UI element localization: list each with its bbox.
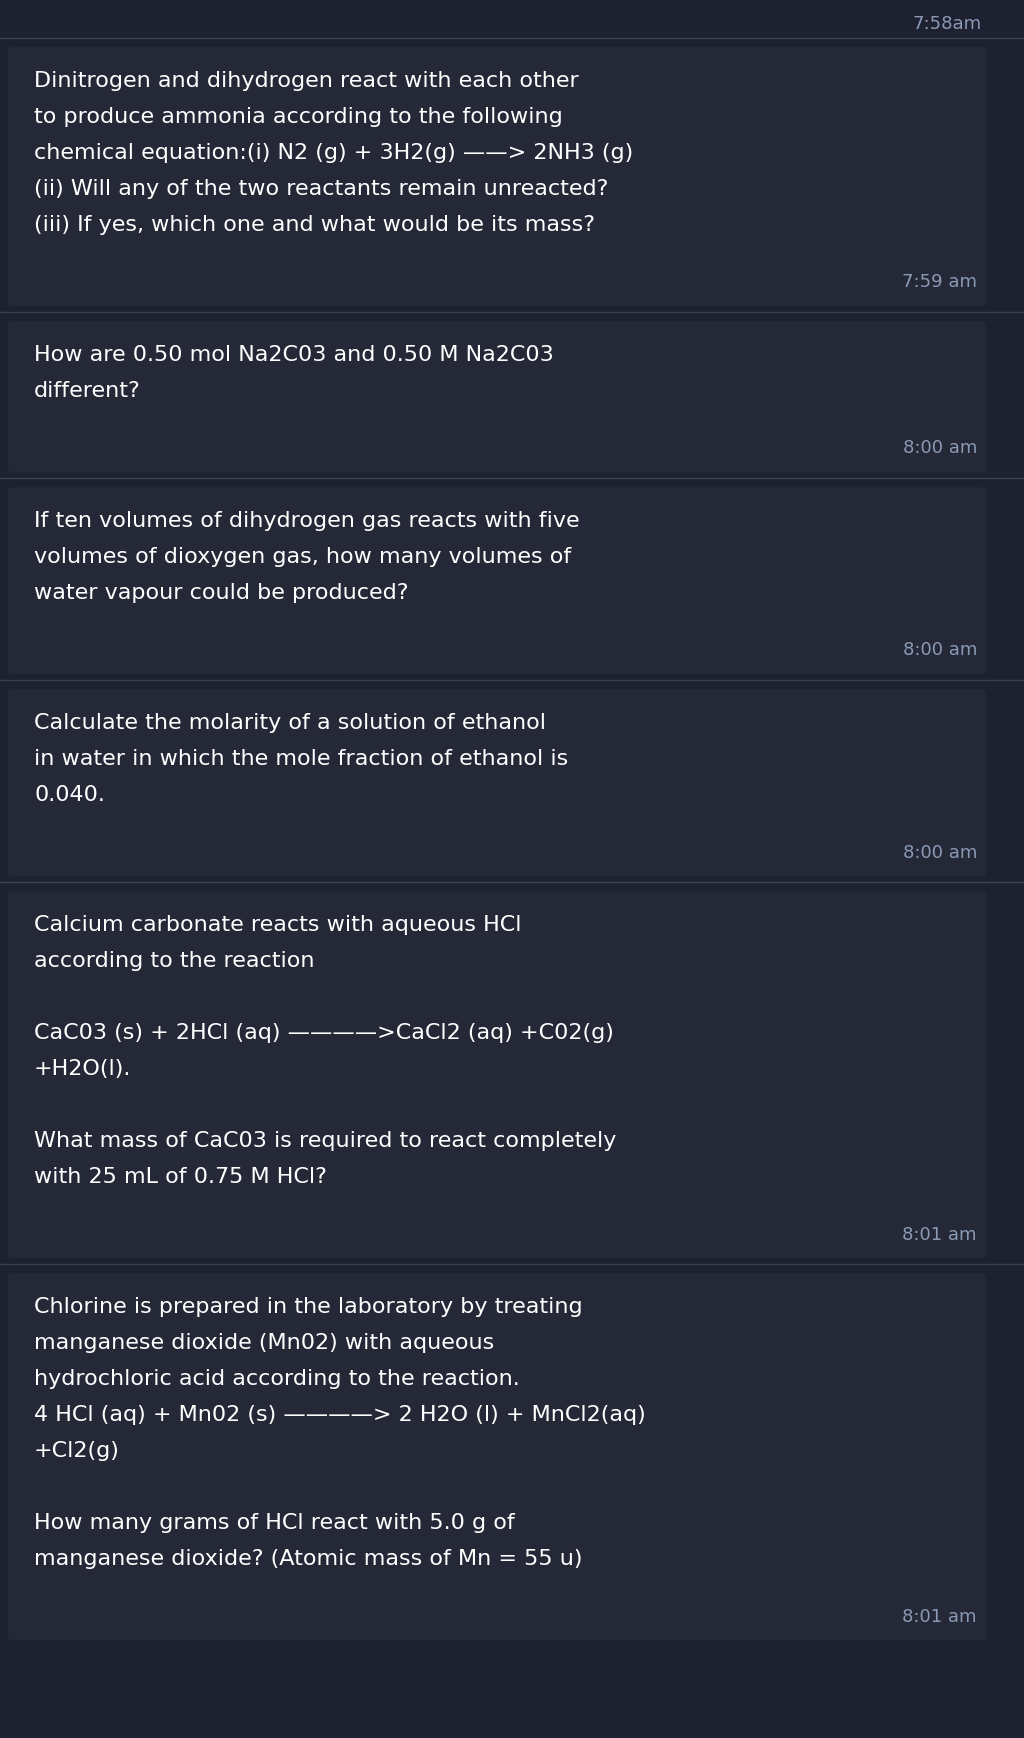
Text: 8:00 am: 8:00 am — [902, 641, 977, 659]
Text: 4 HCl (aq) + Mn02 (s) ————> 2 H2O (l) + MnCl2(aq): 4 HCl (aq) + Mn02 (s) ————> 2 H2O (l) + … — [34, 1406, 646, 1425]
FancyBboxPatch shape — [8, 47, 986, 306]
Text: 7:59 am: 7:59 am — [902, 273, 977, 292]
Text: Chlorine is prepared in the laboratory by treating: Chlorine is prepared in the laboratory b… — [34, 1297, 583, 1317]
FancyBboxPatch shape — [8, 690, 986, 876]
Text: manganese dioxide? (Atomic mass of Mn = 55 u): manganese dioxide? (Atomic mass of Mn = … — [34, 1549, 583, 1569]
FancyBboxPatch shape — [8, 892, 986, 1258]
FancyBboxPatch shape — [8, 322, 986, 473]
Text: 8:01 am: 8:01 am — [902, 1608, 977, 1625]
Text: +Cl2(g): +Cl2(g) — [34, 1441, 120, 1462]
Text: 8:00 am: 8:00 am — [902, 440, 977, 457]
Text: Dinitrogen and dihydrogen react with each other: Dinitrogen and dihydrogen react with eac… — [34, 71, 579, 90]
Text: What mass of CaC03 is required to react completely: What mass of CaC03 is required to react … — [34, 1131, 616, 1151]
Text: How many grams of HCl react with 5.0 g of: How many grams of HCl react with 5.0 g o… — [34, 1514, 515, 1533]
Text: If ten volumes of dihydrogen gas reacts with five: If ten volumes of dihydrogen gas reacts … — [34, 511, 580, 532]
Text: Calcium carbonate reacts with aqueous HCl: Calcium carbonate reacts with aqueous HC… — [34, 916, 521, 935]
Text: water vapour could be produced?: water vapour could be produced? — [34, 584, 409, 603]
Text: How are 0.50 mol Na2C03 and 0.50 M Na2C03: How are 0.50 mol Na2C03 and 0.50 M Na2C0… — [34, 346, 554, 365]
Text: with 25 mL of 0.75 M HCl?: with 25 mL of 0.75 M HCl? — [34, 1168, 327, 1187]
Text: chemical equation:(i) N2 (g) + 3H2(g) ——> 2NH3 (g): chemical equation:(i) N2 (g) + 3H2(g) ——… — [34, 143, 633, 163]
Text: different?: different? — [34, 381, 140, 401]
Text: according to the reaction: according to the reaction — [34, 951, 314, 972]
Text: 7:58am: 7:58am — [912, 16, 982, 33]
Text: hydrochloric acid according to the reaction.: hydrochloric acid according to the react… — [34, 1370, 520, 1389]
Text: in water in which the mole fraction of ethanol is: in water in which the mole fraction of e… — [34, 749, 568, 770]
Text: to produce ammonia according to the following: to produce ammonia according to the foll… — [34, 108, 563, 127]
Text: manganese dioxide (Mn02) with aqueous: manganese dioxide (Mn02) with aqueous — [34, 1333, 495, 1354]
Text: 0.040.: 0.040. — [34, 786, 104, 805]
Text: (ii) Will any of the two reactants remain unreacted?: (ii) Will any of the two reactants remai… — [34, 179, 608, 198]
Text: +H2O(l).: +H2O(l). — [34, 1060, 131, 1079]
Text: Calculate the molarity of a solution of ethanol: Calculate the molarity of a solution of … — [34, 713, 546, 733]
FancyBboxPatch shape — [8, 487, 986, 674]
FancyBboxPatch shape — [8, 1274, 986, 1641]
Text: volumes of dioxygen gas, how many volumes of: volumes of dioxygen gas, how many volume… — [34, 547, 571, 567]
Text: (iii) If yes, which one and what would be its mass?: (iii) If yes, which one and what would b… — [34, 216, 595, 235]
Text: CaC03 (s) + 2HCl (aq) ————>CaCl2 (aq) +C02(g): CaC03 (s) + 2HCl (aq) ————>CaCl2 (aq) +C… — [34, 1024, 613, 1043]
Text: 8:00 am: 8:00 am — [902, 843, 977, 862]
Text: 8:01 am: 8:01 am — [902, 1225, 977, 1244]
